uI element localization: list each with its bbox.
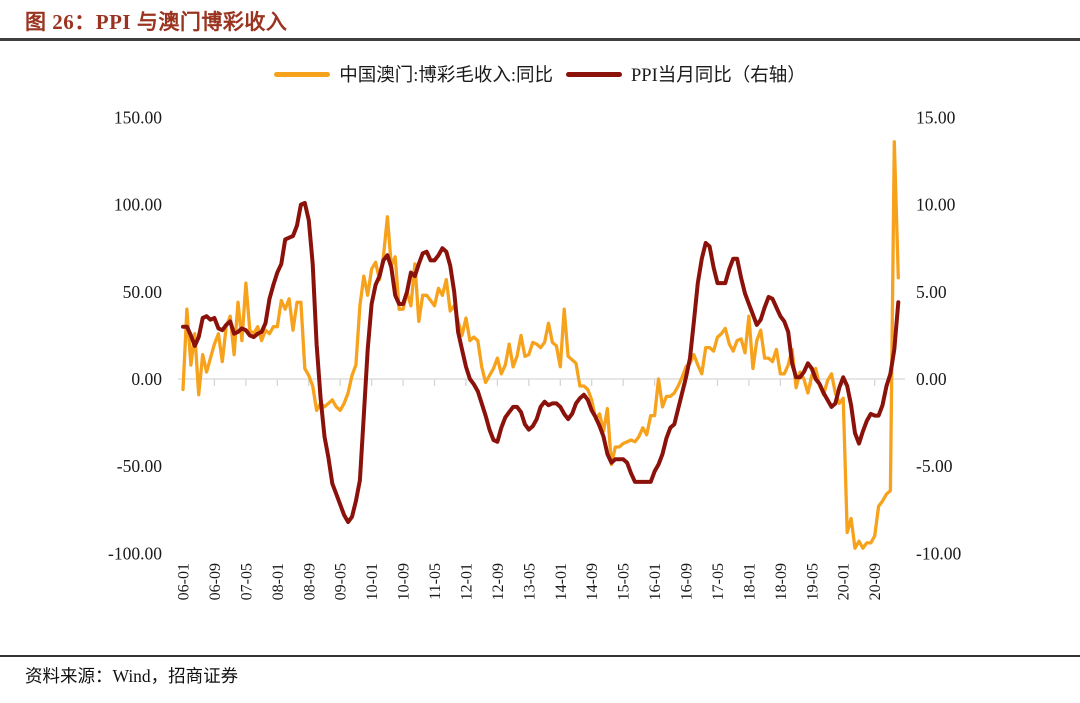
x-axis-tick-label: 14-09	[584, 563, 601, 600]
x-axis-tick-label: 10-01	[364, 563, 381, 600]
x-axis-tick-label: 11-05	[427, 563, 444, 600]
legend-item-ppi: PPI当月同比（右轴）	[566, 61, 806, 87]
chart-legend: 中国澳门:博彩毛收入:同比 PPI当月同比（右轴）	[0, 61, 1080, 87]
title-divider-line	[0, 38, 1080, 41]
left-axis-tick-label: -100.00	[108, 543, 162, 563]
left-axis-tick-label: 50.00	[123, 282, 163, 302]
right-axis-tick-label: 0.00	[916, 369, 947, 389]
legend-item-macau: 中国澳门:博彩毛收入:同比	[274, 61, 553, 87]
figure-title: 图 26：PPI 与澳门博彩收入	[25, 10, 288, 34]
x-axis-tick-label: 08-01	[270, 563, 287, 600]
x-axis-tick-label: 19-05	[804, 563, 821, 600]
x-axis-tick-label: 10-09	[396, 563, 413, 600]
x-axis-tick-label: 12-09	[490, 563, 507, 600]
x-axis-tick-label: 14-01	[553, 563, 570, 600]
x-axis-tick-label: 16-01	[647, 563, 664, 600]
x-axis-tick-label: 12-01	[458, 563, 475, 600]
right-axis-tick-label: -5.00	[916, 456, 953, 476]
x-axis-tick-label: 20-01	[836, 563, 853, 600]
x-axis-tick-label: 06-09	[207, 563, 224, 600]
x-axis-tick-label: 13-05	[521, 563, 538, 600]
x-axis-tick-label: 18-01	[741, 563, 758, 600]
right-axis-tick-label: -10.00	[916, 543, 961, 563]
left-axis-tick-label: 100.00	[114, 195, 162, 215]
x-axis-tick-label: 15-05	[616, 563, 633, 600]
macau-series-line	[181, 140, 900, 550]
right-axis-tick-label: 5.00	[916, 282, 947, 302]
source-divider-line	[0, 655, 1080, 657]
left-axis-tick-label: -50.00	[117, 456, 162, 476]
left-axis-tick-label: 0.00	[131, 369, 162, 389]
ppi-series-swatch	[566, 71, 623, 77]
x-axis-tick-label: 06-01	[176, 563, 193, 600]
right-axis-tick-label: 15.00	[916, 107, 956, 127]
data-source-note: 资料来源：Wind，招商证券	[25, 666, 239, 686]
left-axis-tick-label: 150.00	[114, 107, 162, 127]
x-axis-tick-label: 18-09	[773, 563, 790, 600]
x-axis-tick-label: 16-09	[679, 563, 696, 600]
x-axis-tick-label: 17-05	[710, 563, 727, 600]
macau-series-swatch	[274, 71, 331, 77]
ppi-series-line	[181, 200, 901, 524]
x-axis-tick-label: 20-09	[867, 563, 884, 600]
x-axis-tick-label: 07-05	[238, 563, 255, 600]
x-axis-tick-label: 08-09	[301, 563, 318, 600]
legend-label-ppi: PPI当月同比（右轴）	[631, 66, 806, 86]
legend-label-macau: 中国澳门:博彩毛收入:同比	[339, 66, 554, 86]
right-axis-tick-label: 10.00	[916, 195, 956, 215]
x-axis-tick-label: 09-05	[333, 563, 350, 600]
